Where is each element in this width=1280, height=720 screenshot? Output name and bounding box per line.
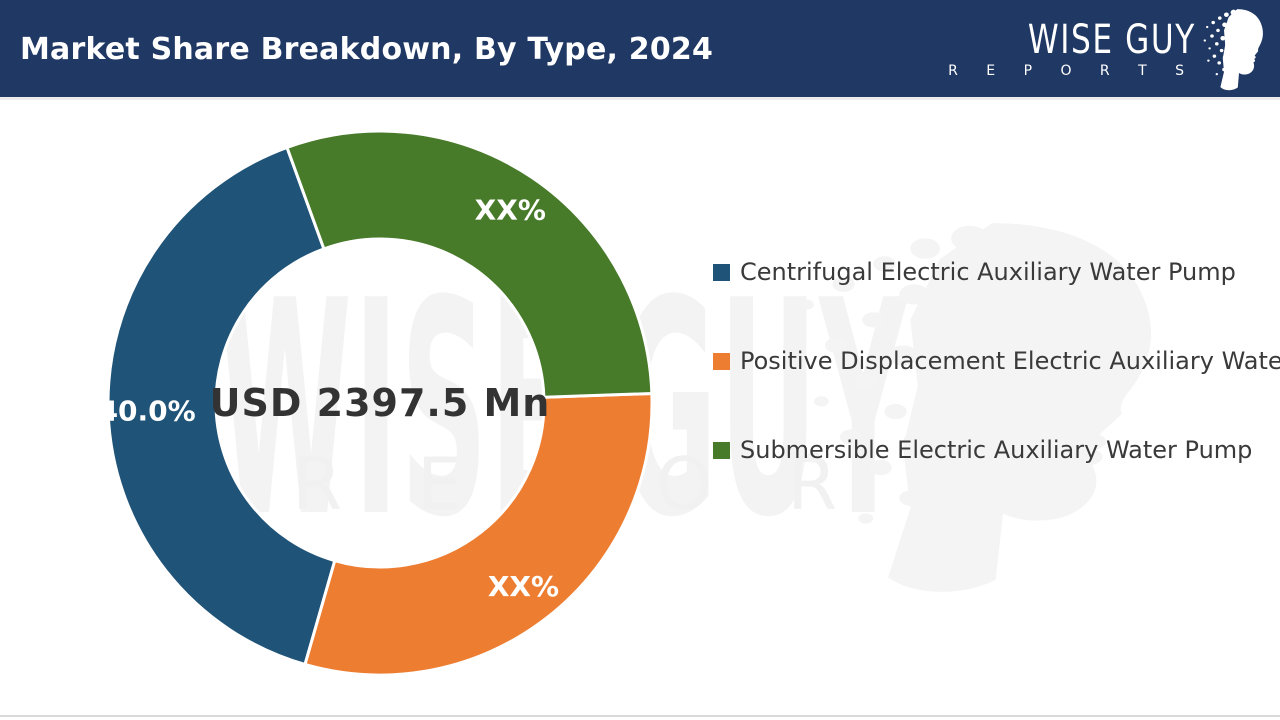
legend-item-submersible: Submersible Electric Auxiliary Water Pum… [713,434,1252,466]
slice-label-0: 40.0% [99,395,196,428]
donut-segment-1 [303,392,654,677]
page-title: Market Share Breakdown, By Type, 2024 [20,32,714,67]
logo-face-icon [1200,8,1266,92]
legend-label-submersible: Submersible Electric Auxiliary Water Pum… [740,436,1253,464]
header-bar: Market Share Breakdown, By Type, 2024 WI… [0,0,1280,100]
legend-label-positive-displacement: Positive Displacement Electric Auxiliary… [740,347,1280,375]
logo-reports-text: R E P O R T S [948,63,1196,79]
donut-center-value: USD 2397.5 Mn [209,381,551,425]
donut-segment-0 [106,145,337,666]
legend-item-centrifugal: Centrifugal Electric Auxiliary Water Pum… [713,256,1236,288]
slice-label-1: XX% [488,570,559,603]
legend-swatch-centrifugal [713,263,730,281]
legend-swatch-submersible [713,441,730,459]
slice-label-2: XX% [475,193,546,226]
wise-guy-logo: WISE GUY R E P O R T S [948,20,1196,79]
legend-item-positive-displacement: Positive Displacement Electric Auxiliary… [713,345,1280,377]
logo-wiseguy-text: WISE GUY [1027,17,1196,63]
legend-swatch-positive-displacement [713,352,730,370]
bottom-divider [0,715,1280,717]
legend-label-centrifugal: Centrifugal Electric Auxiliary Water Pum… [740,258,1236,286]
donut-segment-2 [285,129,654,399]
